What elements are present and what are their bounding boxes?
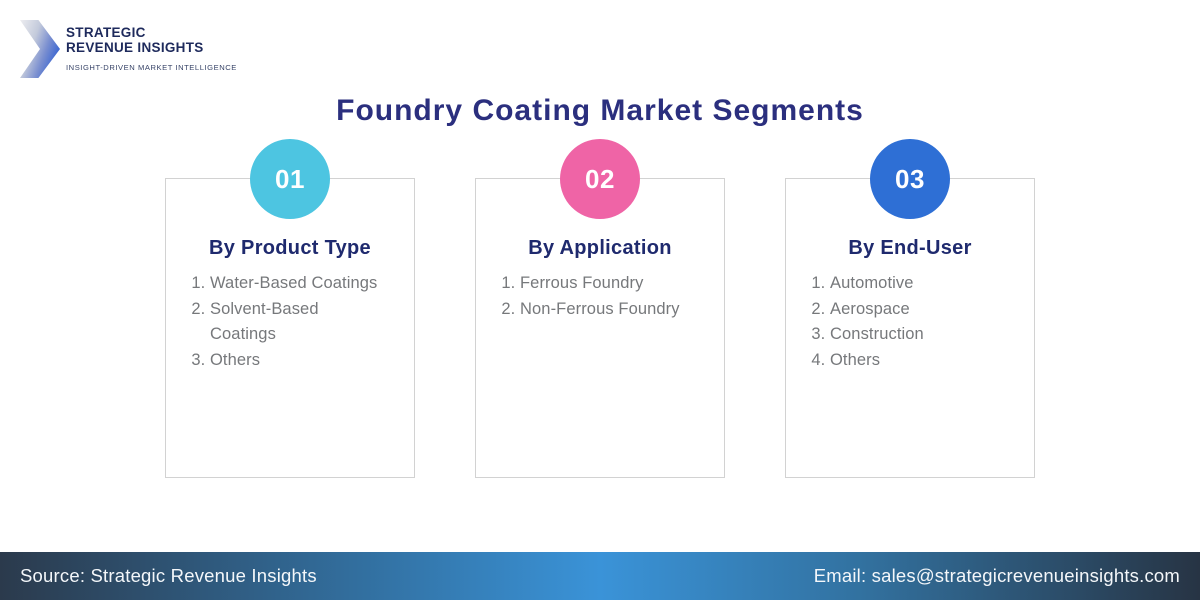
logo-text-block: STRATEGIC REVENUE INSIGHTS INSIGHT-DRIVE… bbox=[66, 18, 237, 72]
list-item: Others bbox=[830, 348, 1000, 374]
page-title: Foundry Coating Market Segments bbox=[336, 94, 864, 127]
list-item: Water-Based Coatings bbox=[210, 271, 380, 297]
logo-tagline: INSIGHT-DRIVEN MARKET INTELLIGENCE bbox=[66, 63, 237, 72]
footer-source-text: Source: Strategic Revenue Insights bbox=[20, 565, 317, 586]
segment-number-badge: 01 bbox=[250, 139, 330, 219]
segment-number-badge: 03 bbox=[870, 139, 950, 219]
brand-logo: STRATEGIC REVENUE INSIGHTS INSIGHT-DRIVE… bbox=[20, 18, 237, 78]
list-item: Others bbox=[210, 348, 380, 374]
list-item: Ferrous Foundry bbox=[520, 271, 690, 297]
segment-card-end-user: 03 By End-User AutomotiveAerospaceConstr… bbox=[785, 139, 1035, 478]
segment-heading: By End-User bbox=[848, 237, 972, 259]
chevron-right-icon bbox=[20, 20, 60, 78]
segment-list: Ferrous FoundryNon-Ferrous Foundry bbox=[492, 271, 690, 322]
segment-number-badge: 02 bbox=[560, 139, 640, 219]
segment-card-application: 02 By Application Ferrous FoundryNon-Fer… bbox=[475, 139, 725, 478]
list-item: Construction bbox=[830, 322, 1000, 348]
segment-list: Water-Based CoatingsSolvent-Based Coatin… bbox=[182, 271, 380, 373]
segment-card-product-type: 01 By Product Type Water-Based CoatingsS… bbox=[165, 139, 415, 478]
footer-email-text: Email: sales@strategicrevenueinsights.co… bbox=[813, 565, 1180, 586]
footer-bar: Source: Strategic Revenue Insights Email… bbox=[0, 552, 1200, 600]
segment-list: AutomotiveAerospaceConstructionOthers bbox=[802, 271, 1000, 373]
list-item: Automotive bbox=[830, 271, 1000, 297]
logo-name-line2: REVENUE INSIGHTS bbox=[66, 39, 204, 55]
list-item: Aerospace bbox=[830, 297, 1000, 323]
logo-name-line1: STRATEGIC bbox=[66, 25, 146, 40]
segment-heading: By Application bbox=[528, 237, 672, 259]
list-item: Non-Ferrous Foundry bbox=[520, 297, 690, 323]
segment-heading: By Product Type bbox=[209, 237, 371, 259]
list-item: Solvent-Based Coatings bbox=[210, 297, 380, 348]
